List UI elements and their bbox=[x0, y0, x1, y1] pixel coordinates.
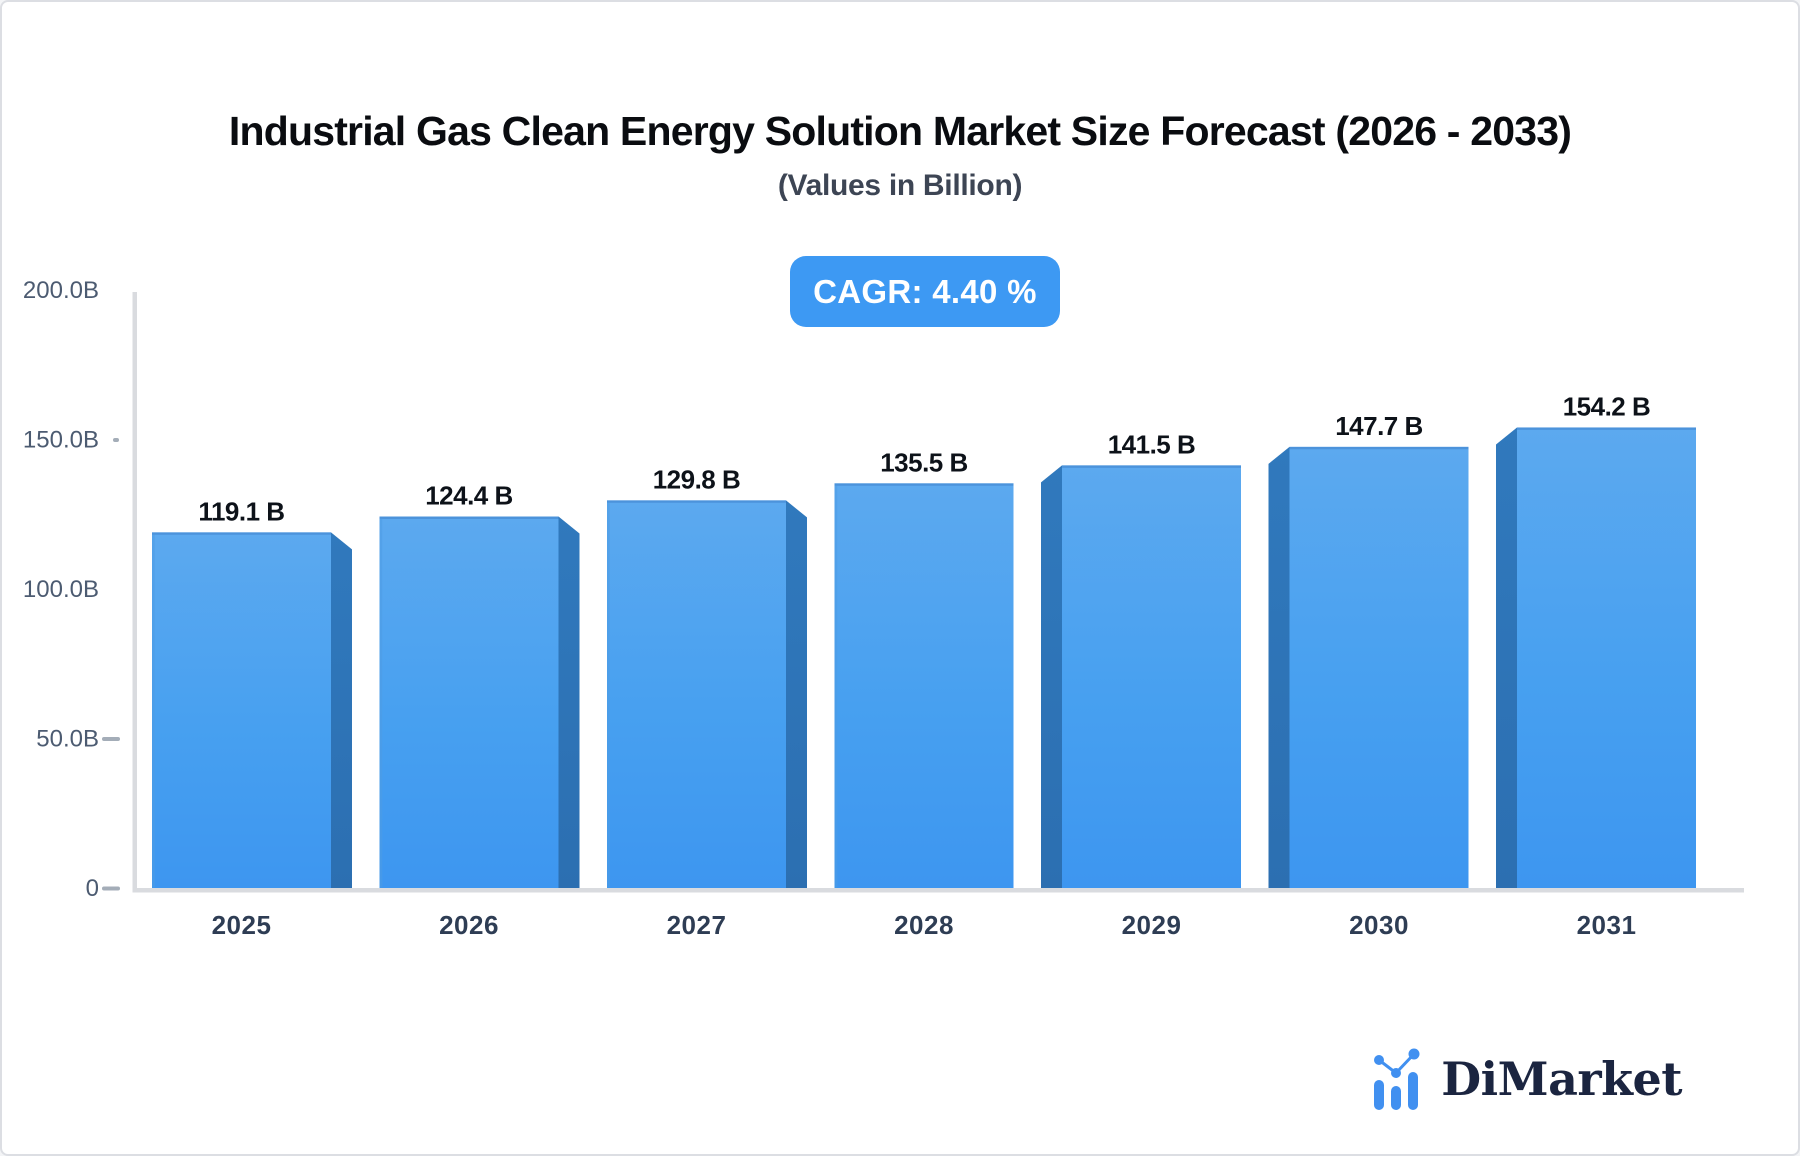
y-axis-label: 100.0B bbox=[23, 576, 99, 603]
x-axis-label: 2029 bbox=[1122, 910, 1182, 940]
bar-chart-icon bbox=[1374, 1048, 1420, 1110]
brand-logo-text: DiMarket bbox=[1441, 1052, 1682, 1106]
bar-side bbox=[1496, 427, 1517, 889]
bar-side bbox=[1268, 446, 1290, 889]
y-axis-label: 150.0B bbox=[23, 427, 99, 454]
bar-side bbox=[786, 500, 807, 889]
y-axis-tick bbox=[102, 737, 120, 741]
y-axis-label: 200.0B bbox=[23, 277, 99, 304]
chart-subtitle: (Values in Billion) bbox=[777, 169, 1023, 202]
bar-value-label: 135.5 B bbox=[880, 447, 968, 477]
bar-2030 bbox=[1289, 446, 1469, 889]
y-axis-line bbox=[132, 292, 137, 891]
bar-value-label: 147.7 B bbox=[1335, 411, 1423, 441]
y-axis-label: 50.0B bbox=[36, 726, 99, 753]
x-axis-label: 2028 bbox=[894, 910, 954, 940]
y-axis-tick bbox=[113, 438, 119, 442]
bar-2025 bbox=[152, 532, 331, 889]
bar-2027 bbox=[607, 500, 786, 889]
x-axis-label: 2026 bbox=[439, 910, 499, 940]
bar-2026 bbox=[379, 516, 559, 889]
bar-2029 bbox=[1062, 465, 1241, 889]
bar-side bbox=[558, 516, 580, 889]
x-axis-line bbox=[132, 888, 1744, 893]
bar-value-label: 154.2 B bbox=[1563, 391, 1651, 421]
y-axis-tick bbox=[102, 886, 120, 891]
chart-title: Industrial Gas Clean Energy Solution Mar… bbox=[228, 108, 1572, 154]
bar-value-label: 129.8 B bbox=[653, 464, 741, 494]
x-axis-label: 2031 bbox=[1577, 910, 1637, 940]
bar-side bbox=[331, 532, 352, 889]
bar-value-label: 124.4 B bbox=[425, 481, 513, 511]
bar-side bbox=[1041, 465, 1062, 889]
cagr-badge: CAGR: 4.40 % bbox=[790, 256, 1060, 327]
bar-value-label: 119.1 B bbox=[198, 496, 284, 526]
brand-logo: DiMarket bbox=[1373, 1048, 1682, 1110]
cagr-badge-label: CAGR: 4.40 % bbox=[813, 272, 1037, 310]
bar-value-label: 141.5 B bbox=[1108, 429, 1196, 459]
bar-2031 bbox=[1517, 427, 1696, 889]
y-axis-label: 0 bbox=[86, 875, 99, 902]
x-axis-label: 2030 bbox=[1349, 910, 1409, 940]
x-axis-label: 2025 bbox=[212, 910, 272, 940]
x-axis-label: 2027 bbox=[667, 910, 727, 940]
bar-2028 bbox=[834, 483, 1014, 889]
